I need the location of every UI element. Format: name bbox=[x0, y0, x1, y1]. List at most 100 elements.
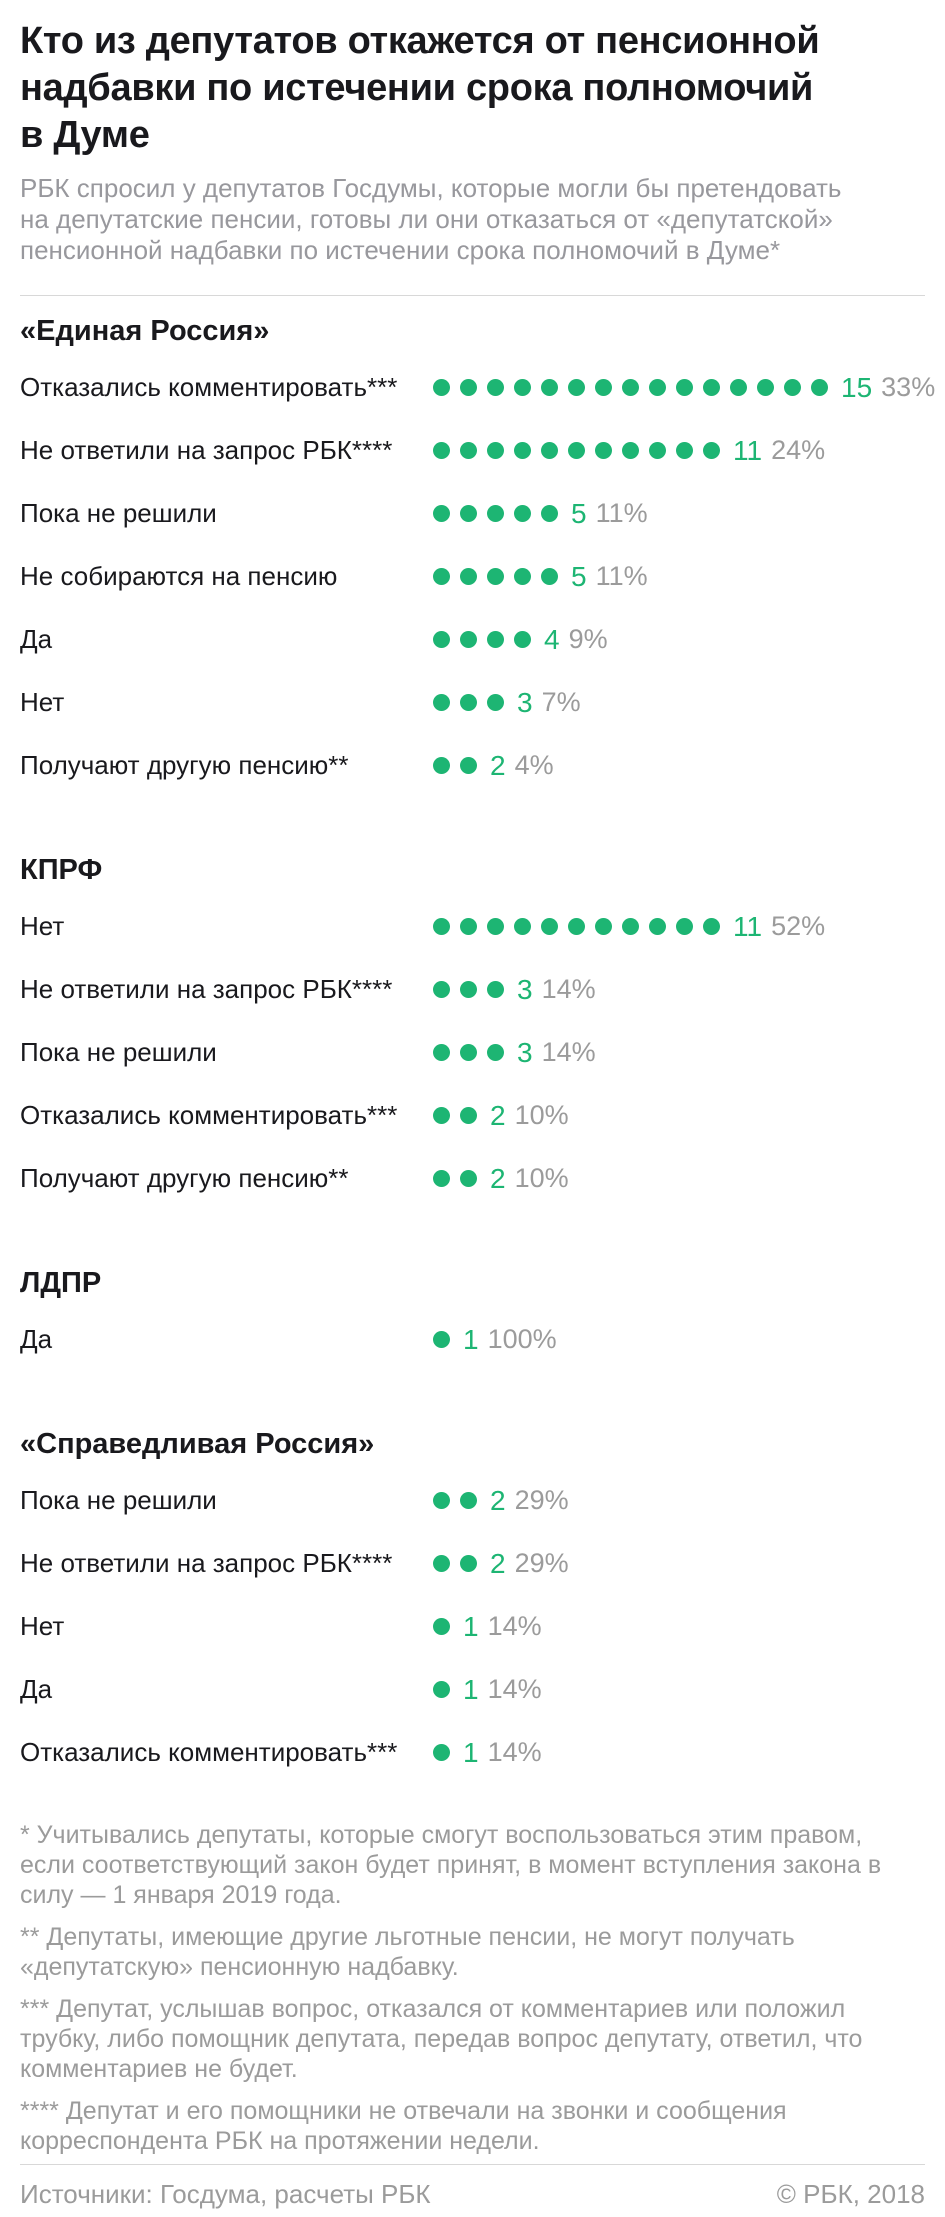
value-dot bbox=[541, 918, 558, 935]
chart-row: Да 1 14% bbox=[20, 1658, 925, 1721]
value-dot bbox=[433, 442, 450, 459]
row-count: 11 bbox=[733, 910, 763, 942]
value-dot bbox=[433, 694, 450, 711]
chart-row: Нет 1 14% bbox=[20, 1595, 925, 1658]
row-label: Да bbox=[20, 624, 53, 654]
row-percent: 29% bbox=[514, 1485, 569, 1515]
row-count: 5 bbox=[571, 497, 587, 529]
value-dot bbox=[487, 568, 504, 585]
value-dot bbox=[460, 631, 477, 648]
value-dot bbox=[433, 1331, 450, 1348]
page-title-line: Кто из депутатов откажется от пенсионной bbox=[20, 20, 820, 62]
dot-strip: 1 14% bbox=[433, 1674, 542, 1706]
chart-row: Не собираются на пенсию 5 11% bbox=[20, 545, 925, 608]
chart-row: Пока не решили 3 14% bbox=[20, 1021, 925, 1084]
value-dot bbox=[676, 918, 693, 935]
row-count: 3 bbox=[517, 686, 533, 718]
dot-strip: 3 14% bbox=[433, 974, 596, 1006]
chart-row: Отказались комментировать*** 15 33% bbox=[20, 356, 935, 419]
dot-strip: 3 14% bbox=[433, 1037, 596, 1069]
row-label: Отказались комментировать*** bbox=[20, 1737, 398, 1767]
row-label: Нет bbox=[20, 687, 65, 717]
chart-row: Пока не решили 5 11% bbox=[20, 482, 925, 545]
value-dot bbox=[487, 442, 504, 459]
row-percent: 9% bbox=[568, 624, 608, 654]
value-dot bbox=[460, 694, 477, 711]
row-percent: 33% bbox=[881, 372, 936, 402]
value-dot bbox=[433, 505, 450, 522]
party-section: «Единая Россия» Отказались комментировать… bbox=[20, 314, 935, 797]
chart-row: Получают другую пенсию** 2 10% bbox=[20, 1147, 925, 1210]
row-percent: 14% bbox=[487, 1737, 542, 1767]
value-dot bbox=[757, 379, 774, 396]
value-dot bbox=[595, 379, 612, 396]
value-dot bbox=[433, 1107, 450, 1124]
chart-row: Нет 3 7% bbox=[20, 671, 925, 734]
row-percent: 29% bbox=[514, 1548, 569, 1578]
row-percent: 7% bbox=[541, 687, 581, 717]
value-dot bbox=[541, 379, 558, 396]
footnote: **** Депутат и его помощники не отвечали… bbox=[20, 2097, 787, 2155]
value-dot bbox=[703, 918, 720, 935]
chart-row: Не ответили на запрос РБК**** 11 24% bbox=[20, 419, 925, 482]
value-dot bbox=[649, 379, 666, 396]
value-dot bbox=[433, 1044, 450, 1061]
value-dot bbox=[595, 442, 612, 459]
value-dot bbox=[622, 918, 639, 935]
value-dot bbox=[433, 1170, 450, 1187]
value-dot bbox=[460, 1170, 477, 1187]
row-count: 1 bbox=[463, 1323, 479, 1355]
row-label: Пока не решили bbox=[20, 498, 217, 528]
row-label: Не ответили на запрос РБК**** bbox=[20, 435, 393, 465]
chart-sections: «Единая Россия» Отказались комментировать… bbox=[20, 314, 935, 1784]
value-dot bbox=[514, 442, 531, 459]
value-dot bbox=[568, 918, 585, 935]
value-dot bbox=[568, 379, 585, 396]
row-label: Не ответили на запрос РБК**** bbox=[20, 1548, 393, 1578]
value-dot bbox=[433, 1744, 450, 1761]
value-dot bbox=[433, 918, 450, 935]
value-dot bbox=[649, 918, 666, 935]
party-section: ЛДПР Да 1 100% bbox=[20, 1266, 925, 1371]
dot-strip: 11 52% bbox=[433, 911, 825, 943]
row-label: Получают другую пенсию** bbox=[20, 750, 349, 780]
value-dot bbox=[460, 379, 477, 396]
value-dot bbox=[487, 505, 504, 522]
page-title-line: надбавки по истечении срока полномочий bbox=[20, 67, 814, 109]
value-dot bbox=[433, 568, 450, 585]
row-count: 2 bbox=[490, 1099, 506, 1131]
value-dot bbox=[568, 442, 585, 459]
value-dot bbox=[622, 442, 639, 459]
value-dot bbox=[433, 1555, 450, 1572]
chart-row: Отказались комментировать*** 1 14% bbox=[20, 1721, 925, 1784]
value-dot bbox=[649, 442, 666, 459]
row-label: Пока не решили bbox=[20, 1037, 217, 1067]
party-section: КПРФ Нет 11 52% Не ответили на запрос РБК***… bbox=[20, 853, 925, 1210]
chart-row: Не ответили на запрос РБК**** 3 14% bbox=[20, 958, 925, 1021]
party-section: «Справедливая Россия» Пока не решили 2 29% Н… bbox=[20, 1427, 925, 1784]
row-count: 11 bbox=[733, 434, 763, 466]
row-percent: 4% bbox=[514, 750, 554, 780]
page-subtitle-line: на депутатские пенсии, готовы ли они отк… bbox=[20, 204, 833, 234]
row-label: Не собираются на пенсию bbox=[20, 561, 338, 591]
value-dot bbox=[487, 631, 504, 648]
dot-strip: 5 11% bbox=[433, 498, 648, 530]
value-dot bbox=[460, 442, 477, 459]
value-dot bbox=[433, 631, 450, 648]
row-count: 3 bbox=[517, 973, 533, 1005]
row-count: 2 bbox=[490, 749, 506, 781]
value-dot bbox=[703, 379, 720, 396]
row-label: Не ответили на запрос РБК**** bbox=[20, 974, 393, 1004]
row-label: Да bbox=[20, 1674, 53, 1704]
row-percent: 14% bbox=[487, 1611, 542, 1641]
value-dot bbox=[487, 918, 504, 935]
value-dot bbox=[514, 631, 531, 648]
row-label: Да bbox=[20, 1324, 53, 1354]
row-label: Нет bbox=[20, 1611, 65, 1641]
dot-strip: 2 29% bbox=[433, 1548, 569, 1580]
value-dot bbox=[487, 981, 504, 998]
chart-row: Получают другую пенсию** 2 4% bbox=[20, 734, 925, 797]
dot-strip: 1 14% bbox=[433, 1611, 542, 1643]
value-dot bbox=[433, 981, 450, 998]
row-count: 1 bbox=[463, 1610, 479, 1642]
